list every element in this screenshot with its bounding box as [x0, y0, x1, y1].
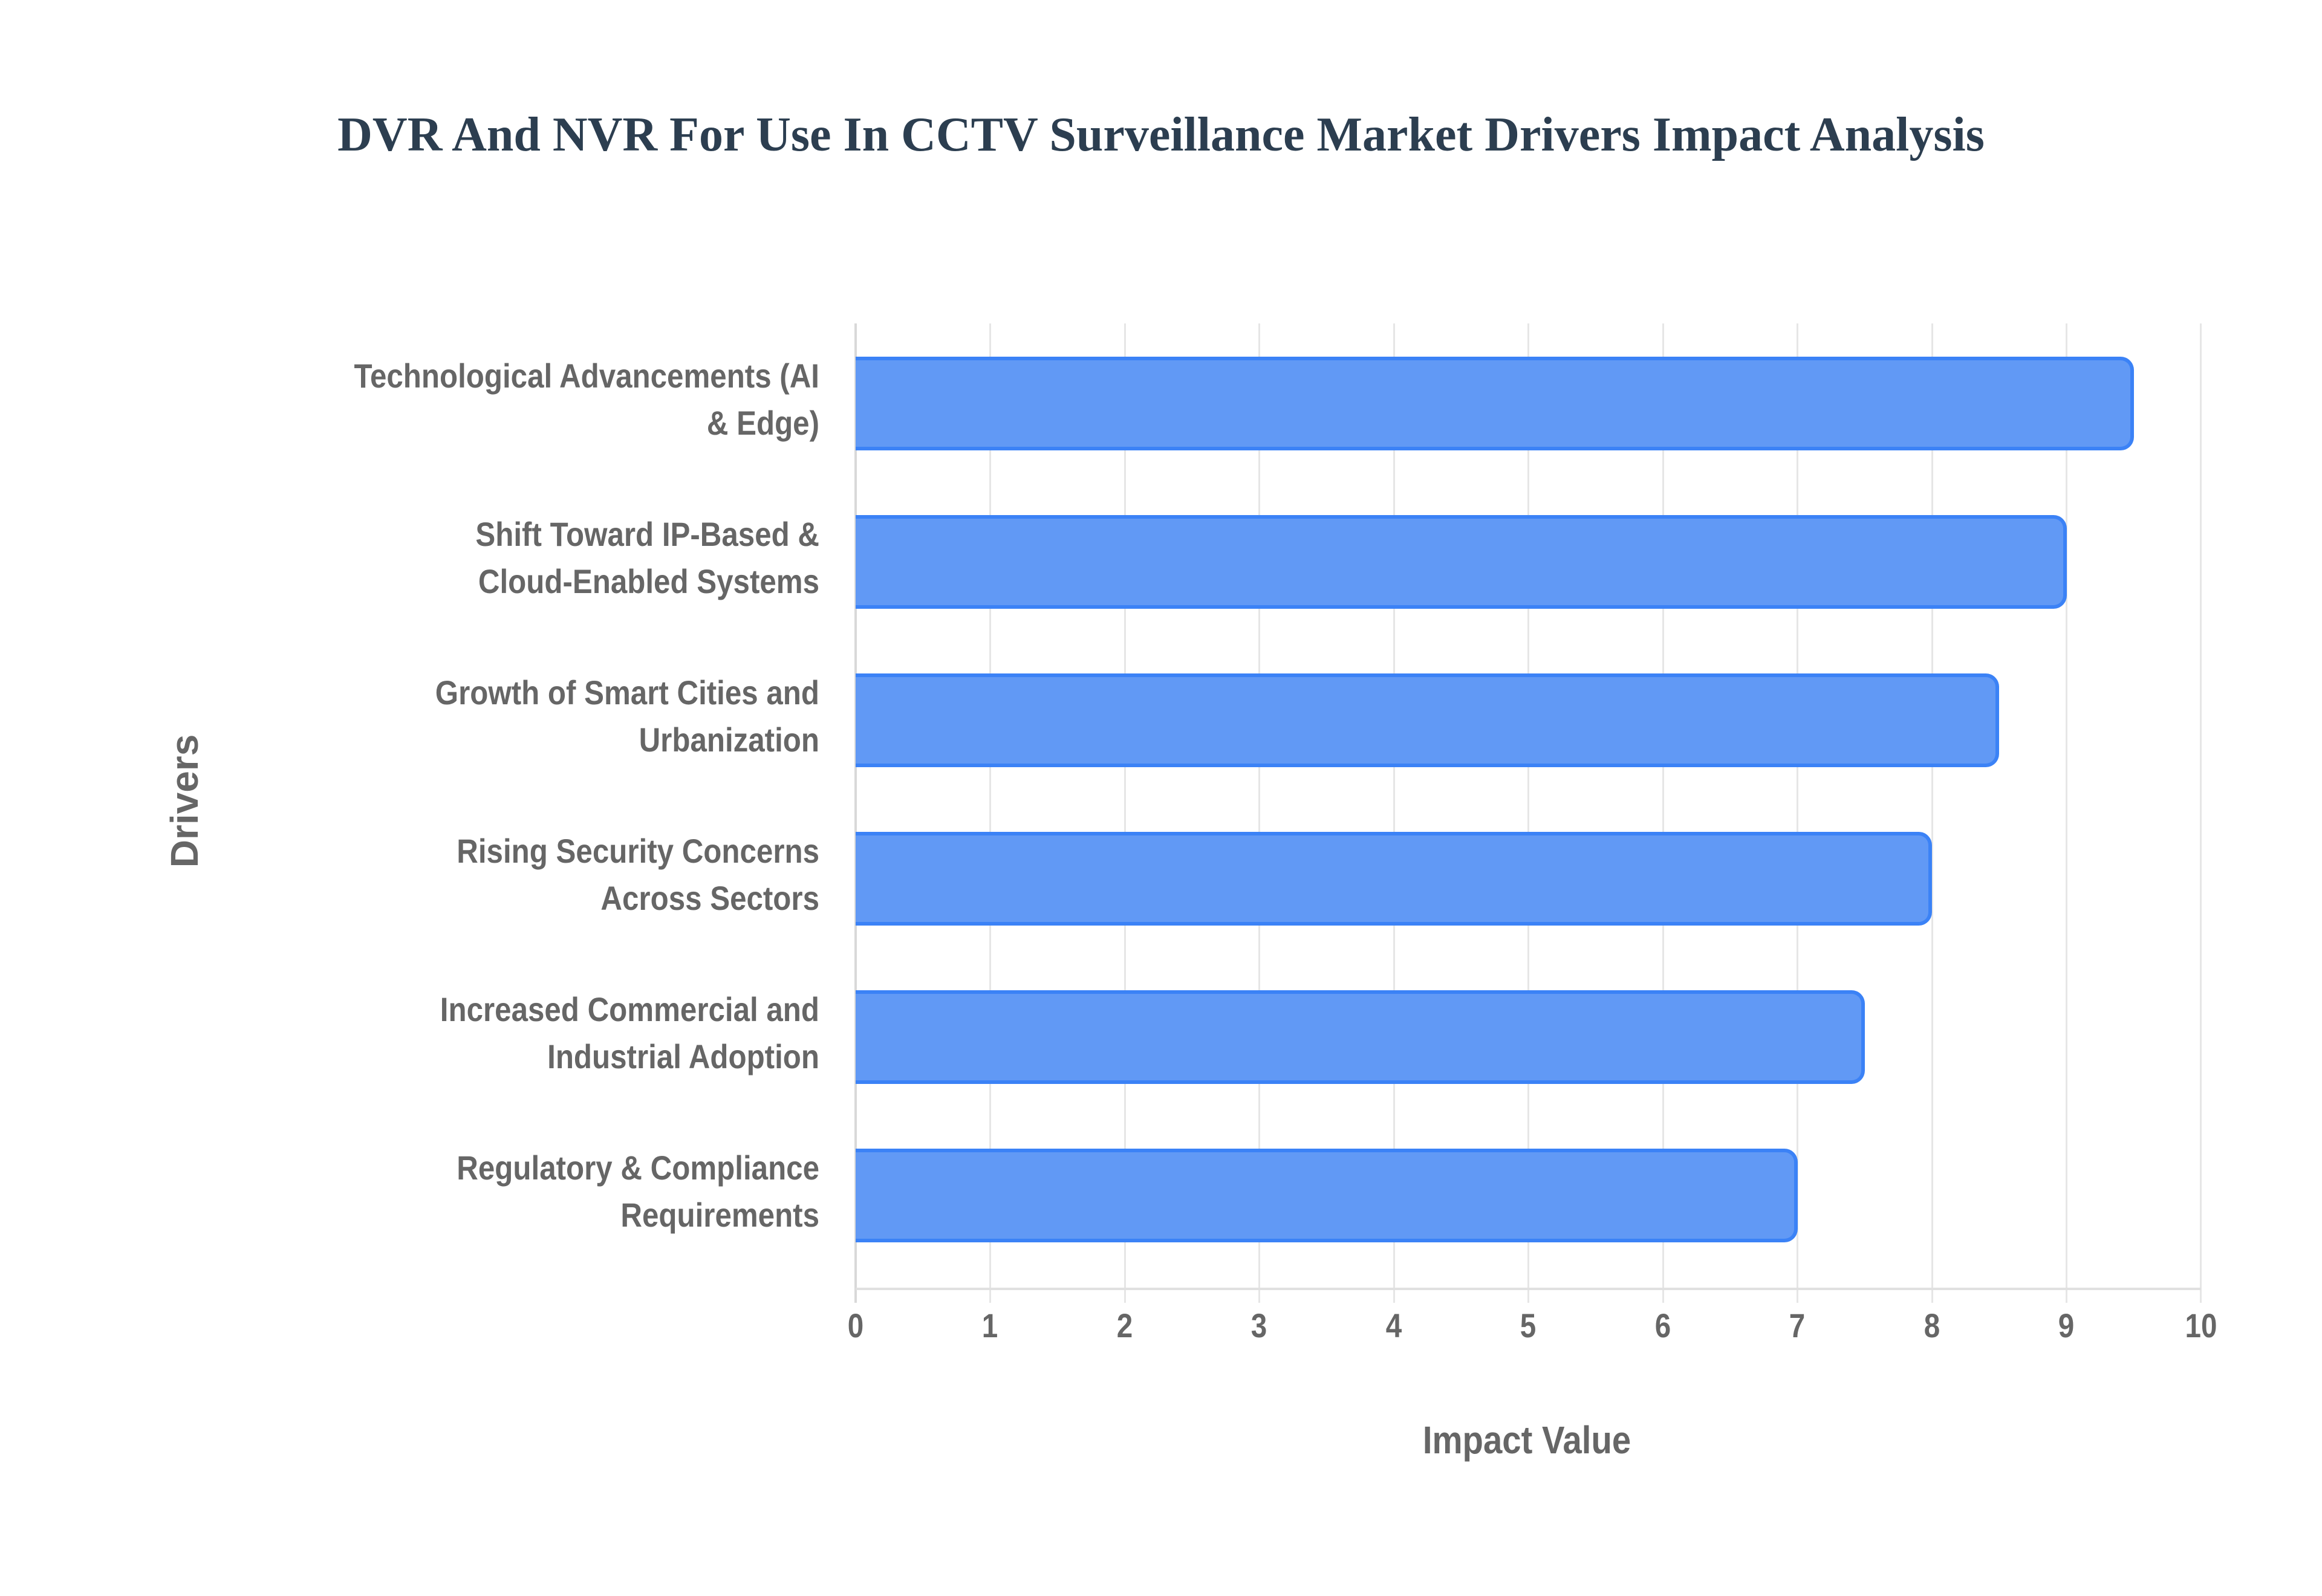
label-line: Industrial Adoption — [547, 1037, 819, 1075]
y-label-security-concerns: Rising Security Concerns Across Sectors — [287, 828, 819, 922]
label-line: Increased Commercial and — [440, 990, 819, 1028]
x-axis-line — [856, 1288, 2201, 1290]
gridline-8 — [1931, 323, 1933, 1303]
x-tick-10: 10 — [2185, 1306, 2217, 1345]
x-tick-3: 3 — [1250, 1306, 1267, 1345]
plot-area — [854, 323, 2202, 1303]
label-line: Regulatory & Compliance — [457, 1149, 819, 1187]
bar-regulatory-compliance[interactable] — [856, 1149, 1798, 1242]
bar-commercial-industrial[interactable] — [856, 990, 1865, 1084]
x-tick-6: 6 — [1654, 1306, 1671, 1345]
y-label-commercial-industrial: Increased Commercial and Industrial Adop… — [287, 986, 819, 1080]
label-line: Shift Toward IP-Based & — [475, 515, 819, 553]
gridline-3 — [1258, 323, 1260, 1303]
gridline-7 — [1797, 323, 1798, 1303]
gridline-1 — [989, 323, 991, 1303]
x-tick-7: 7 — [1789, 1306, 1806, 1345]
x-tick-4: 4 — [1385, 1306, 1402, 1345]
x-tick-2: 2 — [1116, 1306, 1133, 1345]
chart-title: DVR And NVR For Use In CCTV Surveillance… — [337, 108, 1985, 161]
y-label-shift-toward-ip: Shift Toward IP-Based & Cloud-Enabled Sy… — [287, 511, 819, 605]
bar-smart-cities[interactable] — [856, 673, 2000, 767]
y-axis-line — [854, 323, 857, 1303]
x-tick-9: 9 — [2058, 1306, 2075, 1345]
x-tick-8: 8 — [1924, 1306, 1940, 1345]
gridline-5 — [1527, 323, 1529, 1303]
y-label-smart-cities: Growth of Smart Cities and Urbanization — [287, 669, 819, 764]
bar-shift-toward-ip[interactable] — [856, 515, 2067, 609]
gridline-6 — [1662, 323, 1664, 1303]
label-line: & Edge) — [706, 404, 819, 442]
y-label-technological-advancements: Technological Advancements (AI & Edge) — [287, 352, 819, 447]
gridline-2 — [1124, 323, 1126, 1303]
bar-security-concerns[interactable] — [856, 832, 1932, 926]
y-axis-title: Drivers — [163, 734, 206, 868]
gridline-10 — [2200, 323, 2202, 1303]
label-line: Growth of Smart Cities and — [435, 673, 819, 712]
gridline-9 — [2066, 323, 2067, 1303]
gridline-4 — [1393, 323, 1395, 1303]
x-tick-5: 5 — [1520, 1306, 1537, 1345]
bar-technological-advancements[interactable] — [856, 357, 2134, 450]
x-tick-1: 1 — [981, 1306, 998, 1345]
label-line: Rising Security Concerns — [457, 832, 819, 870]
label-line: Technological Advancements (AI — [354, 357, 819, 395]
x-axis-title: Impact Value — [1422, 1418, 1631, 1462]
label-line: Urbanization — [639, 721, 819, 759]
y-label-regulatory-compliance: Regulatory & Compliance Requirements — [287, 1144, 819, 1239]
x-tick-0: 0 — [847, 1306, 864, 1345]
label-line: Cloud-Enabled Systems — [478, 562, 819, 600]
label-line: Requirements — [620, 1196, 819, 1234]
label-line: Across Sectors — [600, 879, 819, 917]
